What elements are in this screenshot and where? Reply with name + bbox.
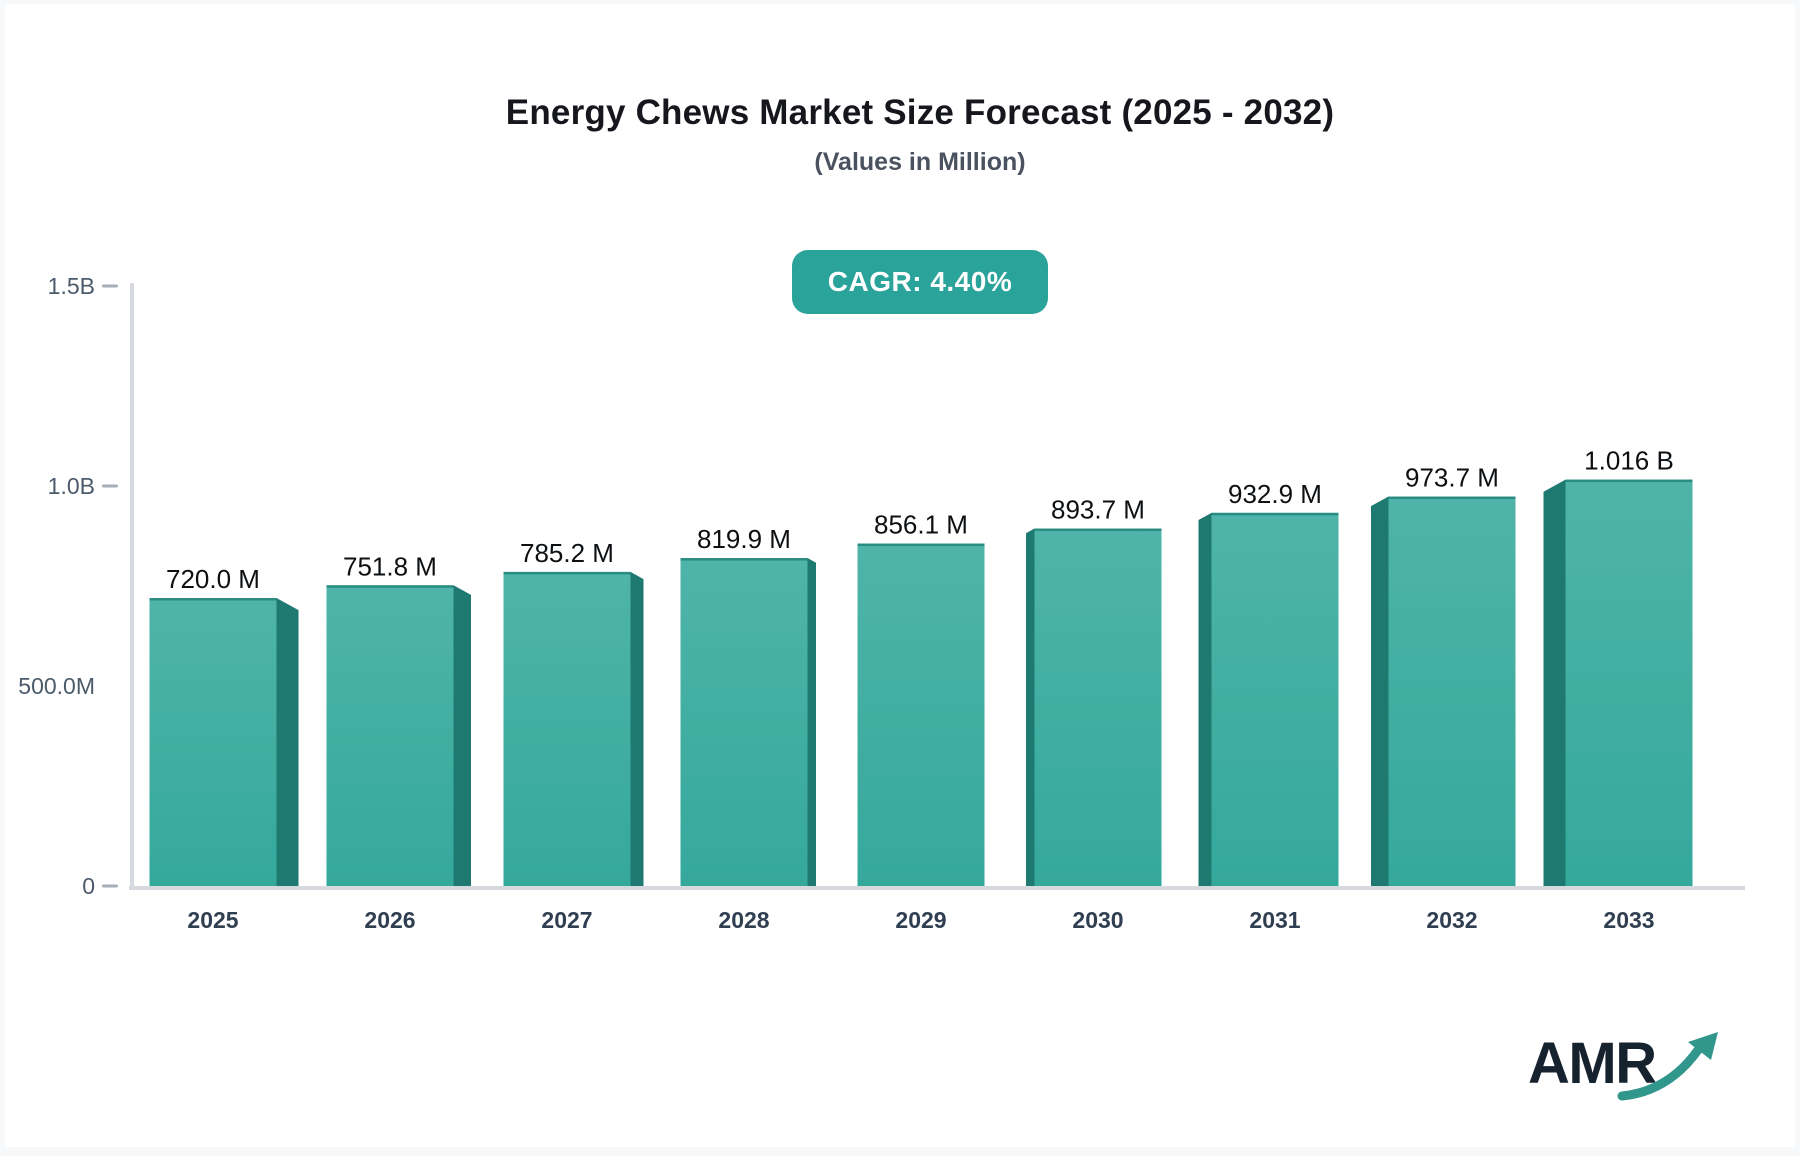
growth-arrow-icon xyxy=(1617,1032,1718,1101)
arrow-swoosh xyxy=(1617,1045,1703,1101)
arrow-head xyxy=(1688,1032,1718,1060)
amr-logo: AMR xyxy=(1528,1030,1718,1120)
chart-title: Energy Chews Market Size Forecast (2025 … xyxy=(505,93,1335,132)
cagr-badge-row: CAGR: 4.40% xyxy=(45,250,1795,314)
chart-subtitle: (Values in Million) xyxy=(814,148,1026,176)
amr-logo-text: AMR xyxy=(1528,1031,1657,1096)
cagr-badge: CAGR: 4.40% xyxy=(791,250,1049,314)
